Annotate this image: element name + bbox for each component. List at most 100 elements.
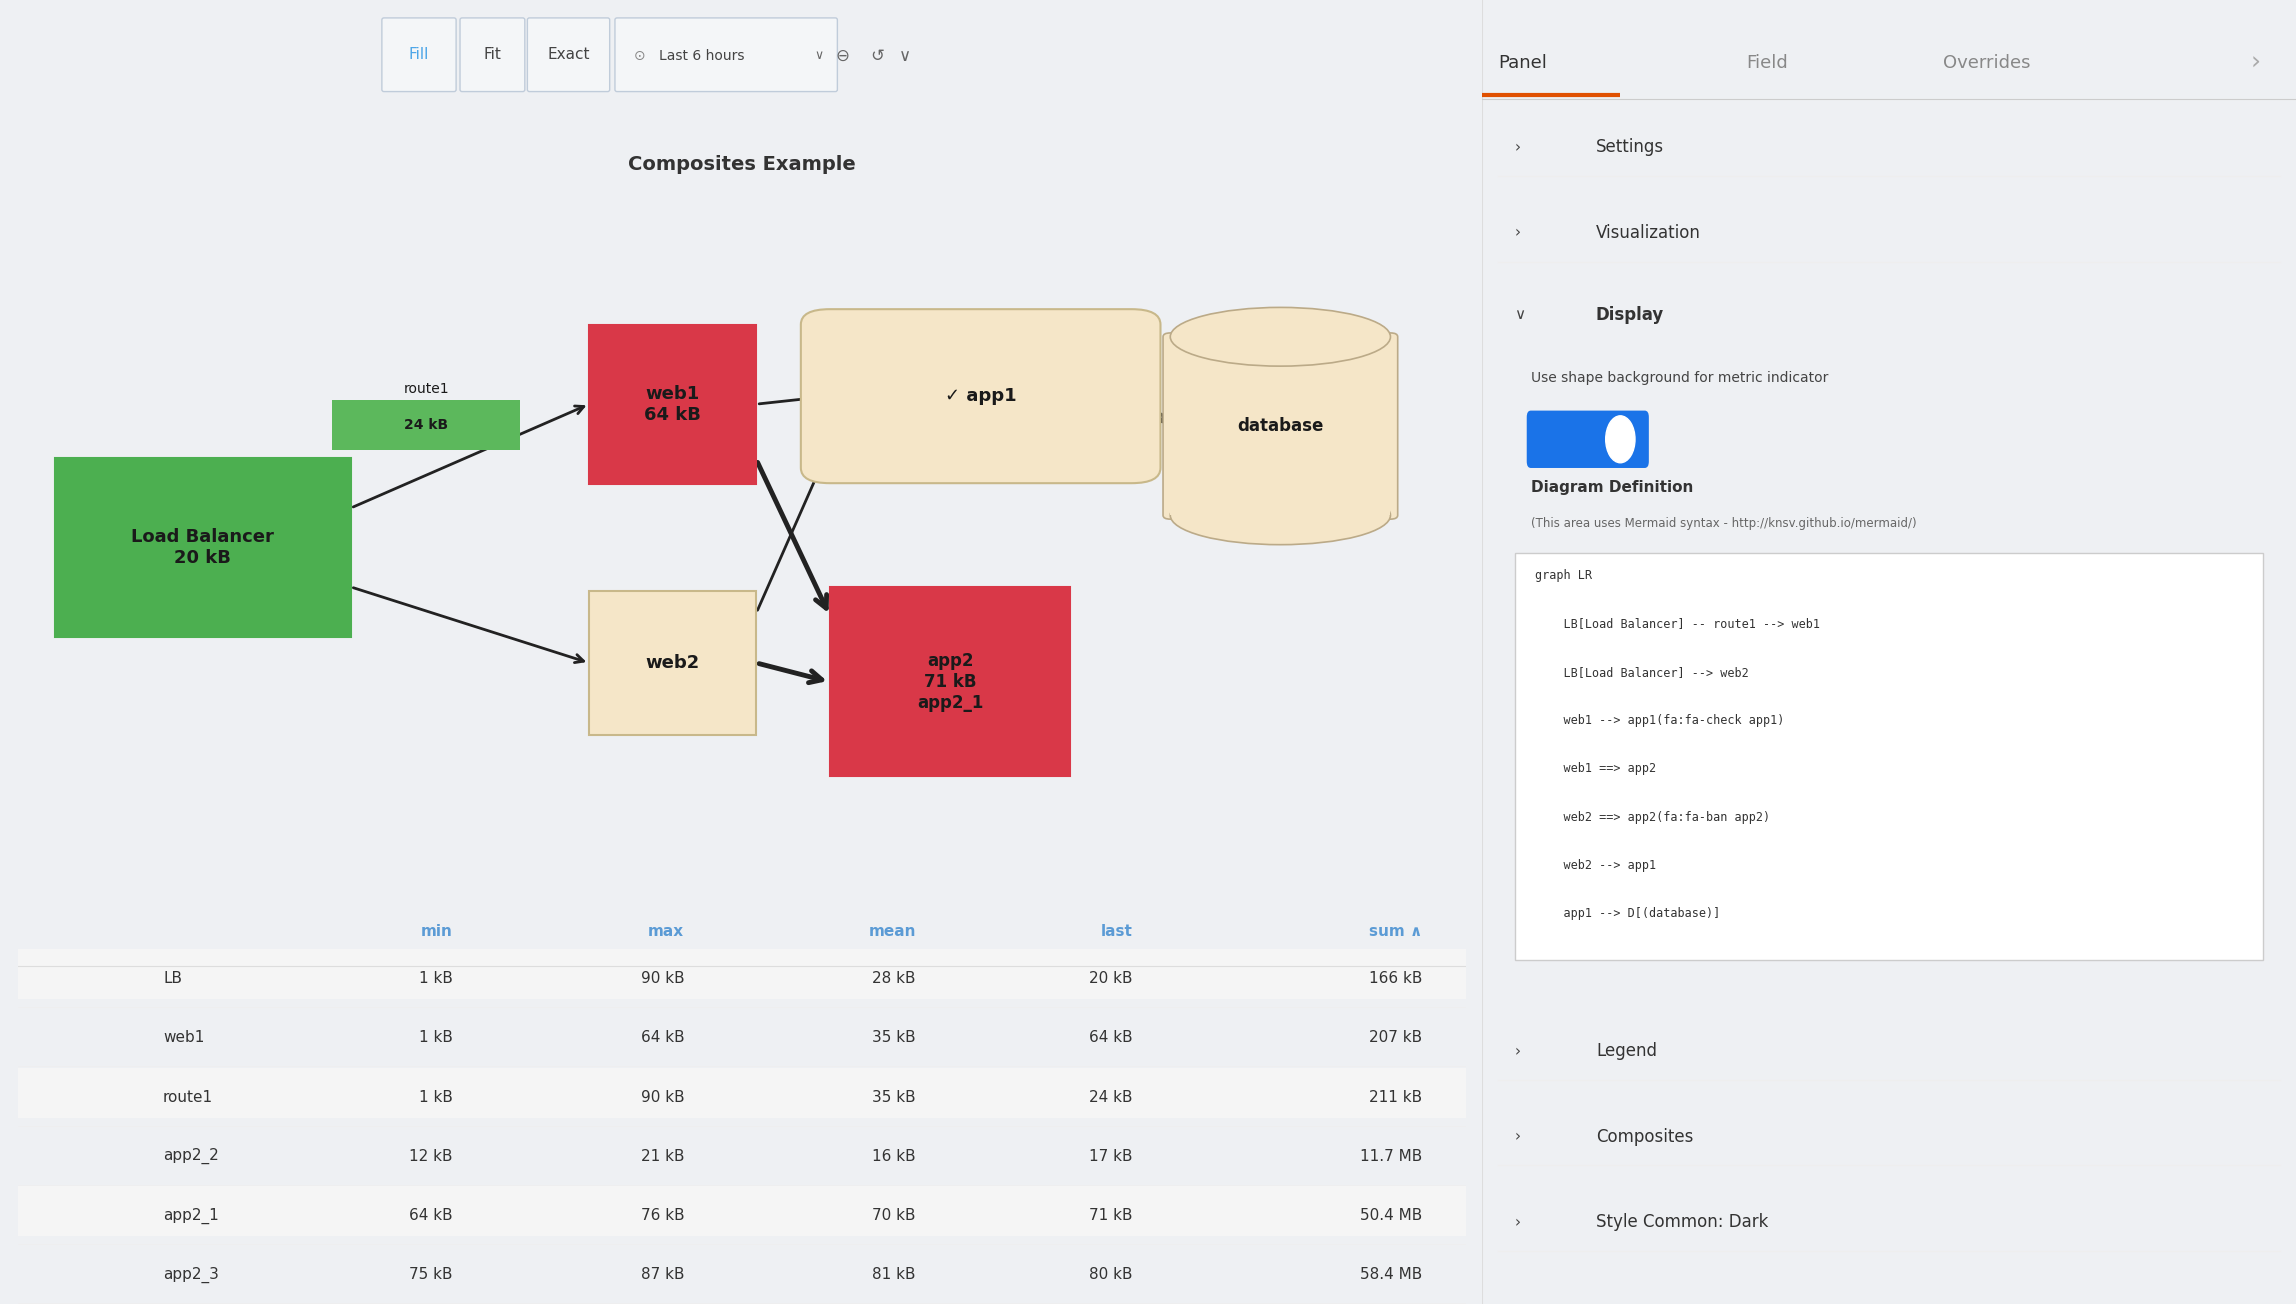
- Text: last: last: [1102, 925, 1132, 939]
- Text: web2 --> app1: web2 --> app1: [1534, 859, 1655, 872]
- Text: ⊙: ⊙: [634, 48, 645, 63]
- Text: 81 kB: 81 kB: [872, 1267, 916, 1282]
- Text: web2: web2: [645, 653, 700, 672]
- Text: Legend: Legend: [1596, 1042, 1658, 1060]
- Text: ∨: ∨: [815, 50, 824, 63]
- Text: web1 --> app1(fa:fa-check app1): web1 --> app1(fa:fa-check app1): [1534, 715, 1784, 728]
- Text: ∨: ∨: [900, 47, 912, 65]
- Text: 50.4 MB: 50.4 MB: [1359, 1208, 1424, 1223]
- Text: 64 kB: 64 kB: [409, 1208, 452, 1223]
- FancyBboxPatch shape: [55, 458, 351, 638]
- Text: Visualization: Visualization: [1596, 224, 1701, 243]
- Text: Settings: Settings: [1596, 138, 1665, 156]
- Text: ∨: ∨: [1515, 306, 1525, 322]
- Text: 90 kB: 90 kB: [641, 971, 684, 986]
- Text: ✓ app1: ✓ app1: [946, 387, 1017, 406]
- Text: web2 ==> app2(fa:fa-ban app2): web2 ==> app2(fa:fa-ban app2): [1534, 811, 1770, 824]
- FancyBboxPatch shape: [1164, 333, 1398, 519]
- FancyBboxPatch shape: [528, 18, 611, 91]
- Text: Composites Example: Composites Example: [629, 155, 856, 175]
- FancyBboxPatch shape: [459, 18, 526, 91]
- Text: sum ∧: sum ∧: [1368, 925, 1424, 939]
- Circle shape: [1605, 416, 1635, 463]
- Ellipse shape: [1171, 486, 1391, 545]
- Text: 70 kB: 70 kB: [872, 1208, 916, 1223]
- Text: Use shape background for metric indicator: Use shape background for metric indicato…: [1531, 372, 1828, 385]
- Text: 16 kB: 16 kB: [872, 1149, 916, 1164]
- FancyBboxPatch shape: [590, 591, 755, 734]
- Text: app2_1: app2_1: [163, 1208, 218, 1223]
- Text: Display: Display: [1596, 305, 1665, 323]
- Text: 1 kB: 1 kB: [418, 971, 452, 986]
- Text: 12 kB: 12 kB: [409, 1149, 452, 1164]
- Text: 64 kB: 64 kB: [641, 1030, 684, 1046]
- Text: 76 kB: 76 kB: [641, 1208, 684, 1223]
- Text: 20 kB: 20 kB: [1091, 971, 1132, 986]
- Text: 80 kB: 80 kB: [1091, 1267, 1132, 1282]
- Text: ›: ›: [1515, 140, 1520, 155]
- Text: 17 kB: 17 kB: [1091, 1149, 1132, 1164]
- Text: Fit: Fit: [484, 47, 501, 63]
- Bar: [18, 949, 1465, 999]
- Text: 35 kB: 35 kB: [872, 1090, 916, 1104]
- Text: web1 ==> app2: web1 ==> app2: [1534, 763, 1655, 776]
- Text: LB: LB: [163, 971, 181, 986]
- Text: web1
64 kB: web1 64 kB: [645, 385, 700, 424]
- Text: 1 kB: 1 kB: [418, 1030, 452, 1046]
- Text: web1: web1: [163, 1030, 204, 1046]
- Text: app2_2: app2_2: [163, 1149, 218, 1164]
- Text: route1: route1: [404, 382, 450, 396]
- Text: 28 kB: 28 kB: [872, 971, 916, 986]
- Text: Field: Field: [1745, 53, 1789, 72]
- Text: 64 kB: 64 kB: [1088, 1030, 1132, 1046]
- FancyBboxPatch shape: [333, 400, 521, 450]
- Text: Load Balancer
20 kB: Load Balancer 20 kB: [131, 528, 273, 567]
- Text: Fill: Fill: [409, 47, 429, 63]
- Text: ›: ›: [1515, 1043, 1520, 1059]
- Text: 166 kB: 166 kB: [1368, 971, 1424, 986]
- Text: 21 kB: 21 kB: [641, 1149, 684, 1164]
- Text: (This area uses Mermaid syntax - http://knsv.github.io/mermaid/): (This area uses Mermaid syntax - http://…: [1531, 518, 1917, 531]
- Text: 35 kB: 35 kB: [872, 1030, 916, 1046]
- FancyBboxPatch shape: [1515, 553, 2264, 960]
- Text: ›: ›: [1515, 1129, 1520, 1145]
- Text: ›: ›: [1515, 1215, 1520, 1230]
- Text: 24 kB: 24 kB: [404, 419, 448, 432]
- Text: 11.7 MB: 11.7 MB: [1359, 1149, 1424, 1164]
- Text: Last 6 hours: Last 6 hours: [659, 48, 744, 63]
- Text: ›: ›: [2250, 51, 2259, 74]
- Ellipse shape: [1171, 308, 1391, 366]
- Text: min: min: [420, 925, 452, 939]
- Text: app2
71 kB
app2_1: app2 71 kB app2_1: [916, 652, 983, 712]
- Text: ›: ›: [1515, 226, 1520, 240]
- Text: ⊖: ⊖: [836, 47, 850, 65]
- FancyBboxPatch shape: [1527, 411, 1649, 468]
- Text: Composites: Composites: [1596, 1128, 1694, 1146]
- Text: Style Common: Dark: Style Common: Dark: [1596, 1214, 1768, 1231]
- Text: 90 kB: 90 kB: [641, 1090, 684, 1104]
- Text: 1 kB: 1 kB: [418, 1090, 452, 1104]
- Text: graph LR: graph LR: [1534, 569, 1591, 582]
- FancyBboxPatch shape: [615, 18, 838, 91]
- Text: LB[Load Balancer] -- route1 --> web1: LB[Load Balancer] -- route1 --> web1: [1534, 617, 1821, 630]
- FancyBboxPatch shape: [801, 309, 1159, 484]
- Text: 71 kB: 71 kB: [1091, 1208, 1132, 1223]
- Text: Overrides: Overrides: [1942, 53, 2030, 72]
- FancyBboxPatch shape: [829, 587, 1070, 776]
- Text: app1 --> D[(database)]: app1 --> D[(database)]: [1534, 908, 1720, 921]
- Text: Panel: Panel: [1499, 53, 1548, 72]
- Bar: [18, 1185, 1465, 1236]
- Text: mean: mean: [868, 925, 916, 939]
- Text: Exact: Exact: [546, 47, 590, 63]
- Text: max: max: [647, 925, 684, 939]
- Text: 87 kB: 87 kB: [641, 1267, 684, 1282]
- Text: Diagram Definition: Diagram Definition: [1531, 480, 1692, 496]
- Text: ↺: ↺: [870, 47, 884, 65]
- Bar: [18, 1068, 1465, 1118]
- Text: 24 kB: 24 kB: [1091, 1090, 1132, 1104]
- Text: 58.4 MB: 58.4 MB: [1359, 1267, 1424, 1282]
- Text: 211 kB: 211 kB: [1368, 1090, 1424, 1104]
- Text: database: database: [1238, 417, 1322, 436]
- Bar: [1171, 485, 1391, 515]
- Text: 207 kB: 207 kB: [1368, 1030, 1424, 1046]
